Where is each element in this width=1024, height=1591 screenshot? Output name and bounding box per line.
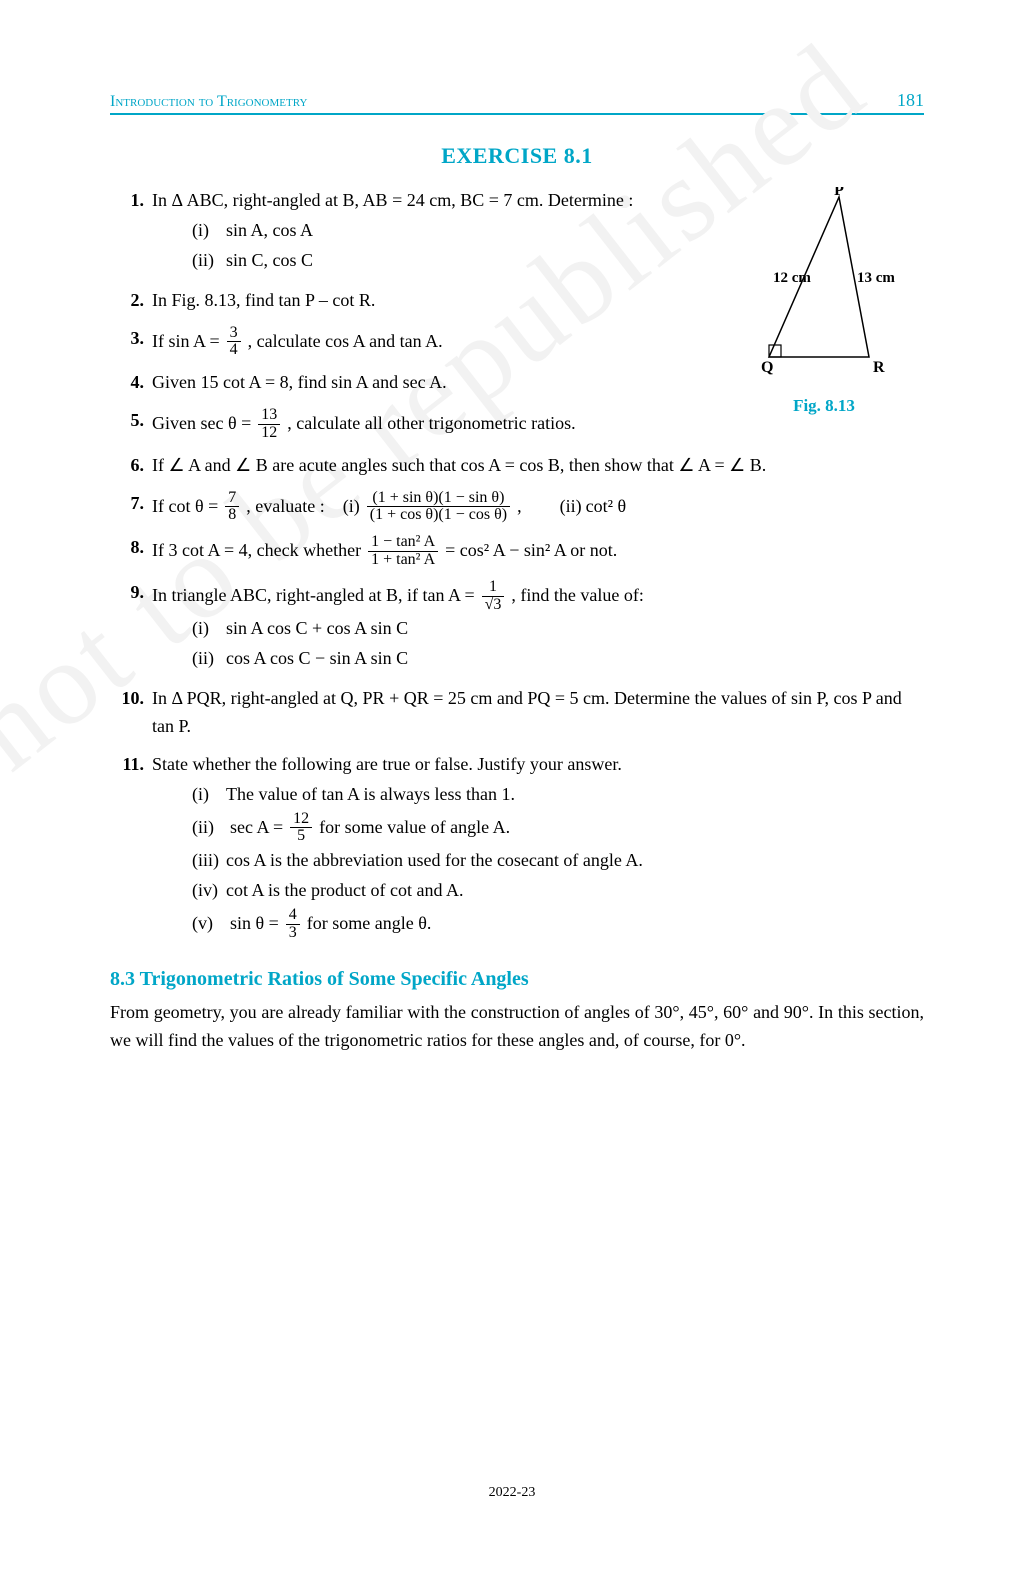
problem-11: 11. State whether the following are true… xyxy=(110,751,924,944)
vertex-p: P xyxy=(834,187,844,199)
text-post: = cos² A − sin² A or not. xyxy=(445,537,617,565)
fraction: (1 + sin θ)(1 − sin θ) (1 + cos θ)(1 − c… xyxy=(367,490,510,525)
fraction: 4 3 xyxy=(286,907,300,942)
sub-label: (iii) xyxy=(192,847,226,875)
problem-7: 7. If cot θ = 7 8 , evaluate : (i) (1 + … xyxy=(110,490,924,525)
problem-number: 2. xyxy=(110,287,152,315)
problem-number: 3. xyxy=(110,325,152,360)
problem-number: 9. xyxy=(110,579,152,675)
section-heading: 8.3 Trigonometric Ratios of Some Specifi… xyxy=(110,968,924,991)
text-pre: sin θ = xyxy=(230,910,279,938)
problem-9: 9. In triangle ABC, right-angled at B, i… xyxy=(110,579,924,675)
sub-label: (v) xyxy=(192,910,226,938)
problem-number: 6. xyxy=(110,452,152,480)
sub-text: cot A is the product of cot and A. xyxy=(226,880,463,900)
fraction: 1 − tan² A 1 + tan² A xyxy=(368,534,438,569)
figure-caption: Fig. 8.13 xyxy=(724,396,924,416)
text-pre: If 3 cot A = 4, check whether xyxy=(152,537,361,565)
fraction: 12 5 xyxy=(290,811,312,846)
triangle-svg: P Q R 12 cm 13 cm xyxy=(739,187,909,387)
fraction: 7 8 xyxy=(225,490,239,525)
problem-text: In Δ ABC, right-angled at B, AB = 24 cm,… xyxy=(152,190,633,210)
text-mid: , evaluate : xyxy=(246,493,324,521)
sub-text: sin A, cos A xyxy=(226,220,313,240)
sub-label: (iv) xyxy=(192,877,226,905)
problem-number: 5. xyxy=(110,407,152,442)
sub-text: cos A cos C − sin A sin C xyxy=(226,648,408,668)
part-ii-label: (ii) xyxy=(560,493,582,521)
problem-text: If ∠ A and ∠ B are acute angles such tha… xyxy=(152,455,766,475)
part-i-post: , xyxy=(517,493,522,521)
running-header: Introduction to Trigonometry 181 xyxy=(110,90,924,115)
text-pre: Given sec θ = xyxy=(152,410,251,438)
fraction: 13 12 xyxy=(258,407,280,442)
page: Introduction to Trigonometry 181 EXERCIS… xyxy=(0,0,1024,1591)
problem-text: Given 15 cot A = 8, find sin A and sec A… xyxy=(152,372,447,392)
sub-text: The value of tan A is always less than 1… xyxy=(226,784,515,804)
problem-number: 4. xyxy=(110,369,152,397)
side-pr-label: 13 cm xyxy=(857,270,895,286)
problems-block: not to be republished P Q R 12 cm 13 cm … xyxy=(110,187,924,944)
text-post: for some value of angle A. xyxy=(319,814,510,842)
text-pre: If cot θ = xyxy=(152,493,218,521)
section-paragraph: From geometry, you are already familiar … xyxy=(110,999,924,1055)
side-pq-label: 12 cm xyxy=(773,270,811,286)
problem-number: 7. xyxy=(110,490,152,525)
sub-label: (ii) xyxy=(192,814,226,842)
text-post: , calculate all other trigonometric rati… xyxy=(287,410,575,438)
problem-text: In Fig. 8.13, find tan P – cot R. xyxy=(152,290,375,310)
page-number: 181 xyxy=(897,90,924,111)
problem-text: State whether the following are true or … xyxy=(152,754,622,774)
sub-label: (i) xyxy=(192,781,226,809)
figure-8-13: P Q R 12 cm 13 cm Fig. 8.13 xyxy=(724,187,924,416)
text-post: for some angle θ. xyxy=(307,910,432,938)
problem-8: 8. If 3 cot A = 4, check whether 1 − tan… xyxy=(110,534,924,569)
problem-number: 11. xyxy=(110,751,152,944)
sub-label: (ii) xyxy=(192,645,226,673)
text-post: , find the value of: xyxy=(511,582,643,610)
text-pre: If sin A = xyxy=(152,328,220,356)
sub-label: (i) xyxy=(192,615,226,643)
problem-6: 6. If ∠ A and ∠ B are acute angles such … xyxy=(110,452,924,480)
text-pre: In triangle ABC, right-angled at B, if t… xyxy=(152,582,475,610)
vertex-r: R xyxy=(873,359,885,376)
exercise-heading: EXERCISE 8.1 xyxy=(110,143,924,169)
sub-text: cos A is the abbreviation used for the c… xyxy=(226,850,643,870)
part-ii-text: cot² θ xyxy=(586,493,627,521)
fraction: 1 √3 xyxy=(482,579,505,614)
problem-number: 10. xyxy=(110,685,152,741)
fraction: 3 4 xyxy=(227,325,241,360)
vertex-q: Q xyxy=(761,359,773,376)
sub-label: (i) xyxy=(192,217,226,245)
sub-text: sin A cos C + cos A sin C xyxy=(226,618,408,638)
sub-label: (ii) xyxy=(192,247,226,275)
text-post: , calculate cos A and tan A. xyxy=(248,328,443,356)
problem-text: In Δ PQR, right-angled at Q, PR + QR = 2… xyxy=(152,688,902,736)
problem-number: 8. xyxy=(110,534,152,569)
sub-text: sin C, cos C xyxy=(226,250,313,270)
chapter-title: Introduction to Trigonometry xyxy=(110,93,307,111)
problem-number: 1. xyxy=(110,187,152,277)
text-pre: sec A = xyxy=(230,814,283,842)
footer-year: 2022-23 xyxy=(0,1485,1024,1501)
problem-10: 10. In Δ PQR, right-angled at Q, PR + QR… xyxy=(110,685,924,741)
part-i-label: (i) xyxy=(343,493,360,521)
